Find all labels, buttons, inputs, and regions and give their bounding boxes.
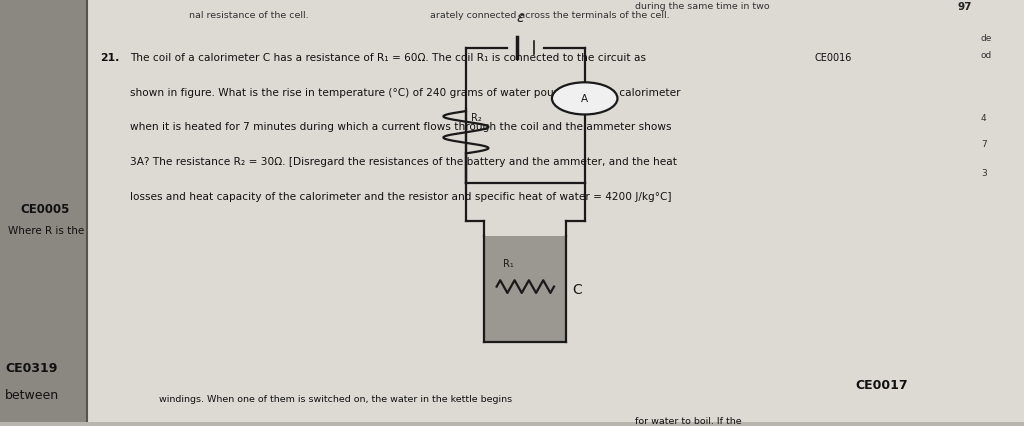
Text: Where R is the: Where R is the bbox=[8, 226, 84, 236]
Text: losses and heat capacity of the calorimeter and the resistor and specific heat o: losses and heat capacity of the calorime… bbox=[130, 191, 672, 201]
Text: between: between bbox=[5, 388, 59, 401]
Text: CE0319: CE0319 bbox=[5, 361, 57, 374]
Text: arately connected across the terminals of the cell.: arately connected across the terminals o… bbox=[430, 11, 670, 20]
Text: The coil of a calorimeter C has a resistance of R₁ = 60Ω. The coil R₁ is connect: The coil of a calorimeter C has a resist… bbox=[130, 53, 646, 63]
Text: nal resistance of the cell.: nal resistance of the cell. bbox=[189, 11, 309, 20]
Text: for water to boil. If the: for water to boil. If the bbox=[635, 416, 741, 425]
Text: CE0005: CE0005 bbox=[20, 202, 70, 216]
Text: C: C bbox=[572, 282, 583, 296]
Text: windings. When one of them is switched on, the water in the kettle begins: windings. When one of them is switched o… bbox=[159, 394, 512, 403]
Text: od: od bbox=[981, 51, 992, 60]
Text: CE0017: CE0017 bbox=[855, 377, 907, 391]
Ellipse shape bbox=[552, 83, 617, 115]
Text: CE0016: CE0016 bbox=[814, 53, 851, 63]
Bar bbox=[484, 236, 566, 342]
Text: R₂: R₂ bbox=[471, 112, 481, 122]
Text: 4: 4 bbox=[981, 114, 986, 123]
Text: 3: 3 bbox=[981, 169, 987, 178]
Text: de: de bbox=[981, 34, 992, 43]
Bar bbox=[0, 0, 87, 422]
Text: R₁: R₁ bbox=[503, 258, 513, 268]
Text: when it is heated for 7 minutes during which a current flows through the coil an: when it is heated for 7 minutes during w… bbox=[130, 122, 672, 132]
Text: 3A? The resistance R₂ = 30Ω. [Disregard the resistances of the battery and the a: 3A? The resistance R₂ = 30Ω. [Disregard … bbox=[130, 156, 677, 167]
Text: 7: 7 bbox=[981, 139, 987, 148]
Text: 21.: 21. bbox=[100, 53, 120, 63]
Text: during the same time in two: during the same time in two bbox=[635, 2, 769, 11]
Text: ε: ε bbox=[516, 12, 524, 25]
Text: 97: 97 bbox=[957, 2, 972, 12]
Text: shown in figure. What is the rise in temperature (°C) of 240 grams of water pour: shown in figure. What is the rise in tem… bbox=[130, 87, 681, 97]
Text: A: A bbox=[582, 94, 588, 104]
